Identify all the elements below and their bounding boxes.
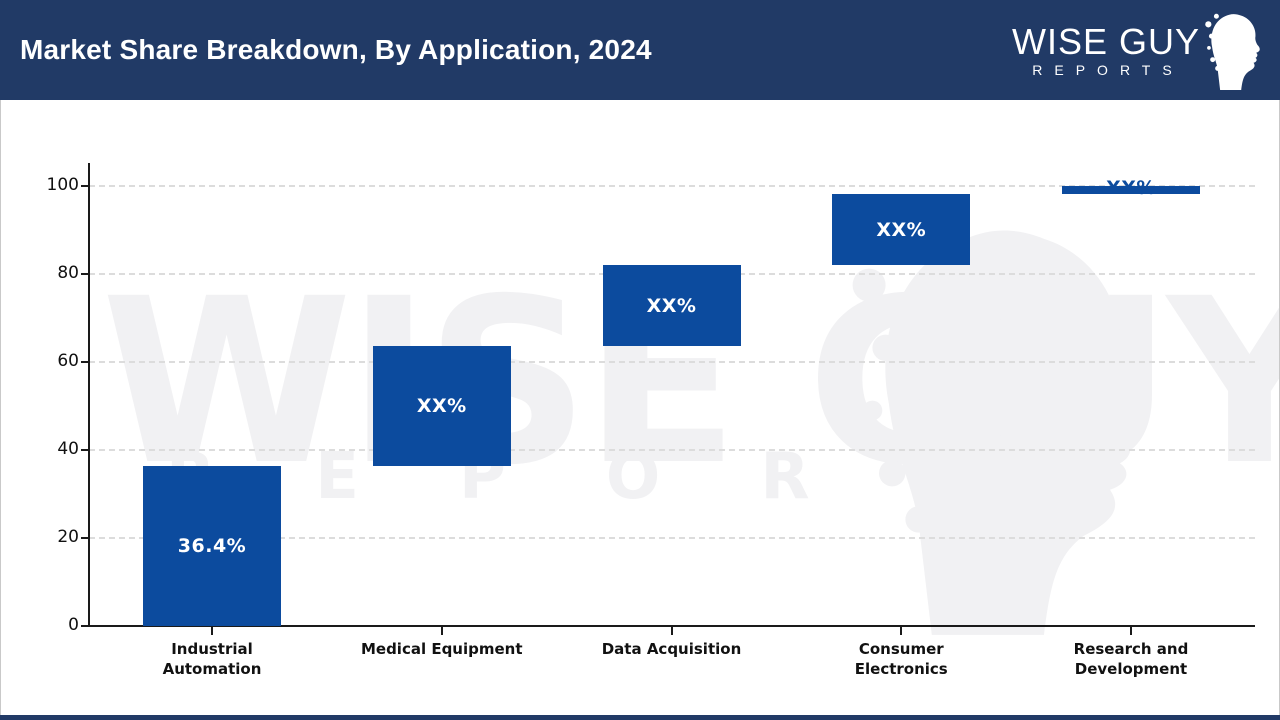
watermark-dotted-face-profile-icon [852, 229, 1143, 635]
x-axis-category-label: Data Acquisition [601, 640, 742, 658]
bar-industrial-automation: 36.4% [143, 465, 281, 626]
x-axis-tick-mark [900, 627, 903, 635]
gridline-40 [89, 449, 1255, 451]
x-axis-tick-mark [670, 627, 673, 635]
bar-value-label: XX% [416, 394, 467, 417]
y-axis-tick-mark [81, 625, 89, 627]
header-banner: Market Share Breakdown, By Application, … [0, 0, 1280, 100]
y-axis-tick-mark [81, 449, 89, 451]
y-axis-tick-mark [81, 185, 89, 187]
bar-value-label: 36.4% [177, 534, 247, 557]
y-axis-tick-mark [81, 537, 89, 539]
y-axis-tick-label: 0 [68, 615, 79, 635]
y-axis-line [88, 163, 90, 627]
footer-strip [0, 715, 1280, 720]
x-axis-tick-mark [211, 627, 213, 635]
gridline-100 [89, 185, 1255, 187]
brand-logo-text: WISE GUY REPORTS [1011, 21, 1200, 79]
bar-consumer-electronics: XX% [832, 193, 971, 266]
x-axis-tick-mark [1130, 627, 1132, 635]
y-axis-tick-label: 60 [57, 351, 79, 371]
y-axis-tick-mark [81, 273, 89, 275]
gridline-20 [89, 537, 1255, 539]
x-axis-category-label: Medical Equipment [360, 640, 523, 658]
bar-data-acquisition: XX% [602, 265, 741, 347]
x-axis-category-label: Consumer Electronics [854, 640, 948, 679]
x-axis-tick-mark [440, 627, 443, 635]
bar-research-and-development [1062, 186, 1200, 194]
bar-value-label: XX% [646, 294, 697, 317]
bar-medical-equipment: XX% [372, 346, 511, 466]
brand-subname: REPORTS [1032, 62, 1184, 78]
x-axis-line [88, 625, 1255, 627]
chart-area: WISE GUY REPORTS 0 20 40 60 80 100 36.4% Indust… [0, 100, 1280, 715]
y-axis-tick-label: 40 [57, 439, 79, 459]
y-axis-tick-label: 80 [57, 263, 79, 283]
bar-value-label: XX% [876, 218, 927, 241]
x-axis-category-label: Industrial Automation [162, 640, 262, 679]
gridline-60 [89, 361, 1255, 363]
dotted-face-profile-icon [1205, 13, 1260, 91]
plot-layer: 0 20 40 60 80 100 36.4% Industrial Automation XX… [1, 100, 1279, 715]
y-axis-tick-mark [81, 361, 89, 363]
brand-logo: WISE GUY REPORTS [1012, 6, 1266, 94]
y-axis-tick-label: 100 [46, 175, 79, 195]
x-axis-category-label: Research and Development [1073, 640, 1189, 679]
y-axis-tick-label: 20 [57, 527, 79, 547]
page-title: Market Share Breakdown, By Application, … [20, 34, 652, 65]
brand-name: WISE GUY [1011, 21, 1200, 62]
